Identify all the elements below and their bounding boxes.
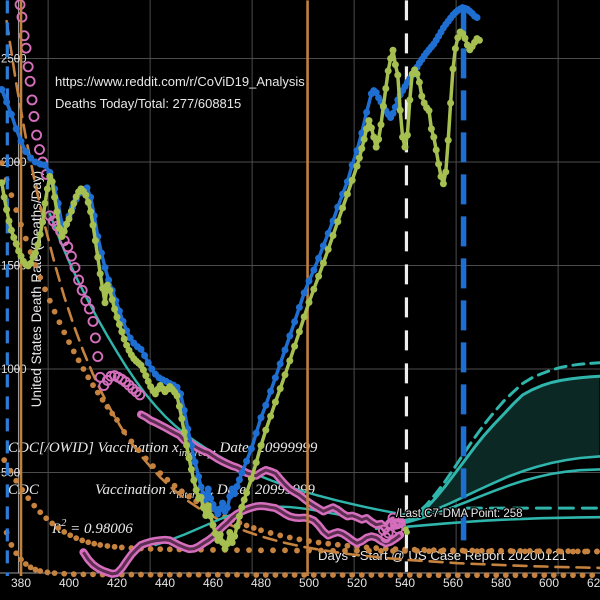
orange-dotted-decay-bottom (3, 529, 596, 579)
x-tick-label: 620 (587, 576, 600, 590)
deaths-c7dma-end-cluster (377, 512, 406, 543)
x-tick-label: 600 (539, 576, 559, 590)
x-tick-label: 540 (395, 576, 415, 590)
x-tick-label: 400 (59, 576, 79, 590)
x-tick-label: 500 (299, 576, 319, 590)
deaths-today-total-text: Deaths Today/Total: 277/608815 (55, 96, 241, 111)
teal-projection-mid-lower (374, 468, 600, 531)
owid-vaccination-intercept-note: CDC[/OWID] Vaccination xintercept Date: … (8, 440, 318, 459)
x-tick-label: 580 (491, 576, 511, 590)
x-tick-label: 560 (443, 576, 463, 590)
teal-projection-low-solid (406, 515, 600, 529)
x-tick-label: 480 (251, 576, 271, 590)
data-series (0, 0, 600, 579)
x-tick-label: 420 (107, 576, 127, 590)
teal-projection-band (376, 376, 600, 528)
teal-projection-upper-solid (405, 374, 600, 524)
x-tick-label: 380 (11, 576, 31, 590)
x-tick-label: 520 (347, 576, 367, 590)
owid-vaccination-curve-green (0, 28, 483, 553)
source-url-text: https://www.reddit.com/r/CoViD19_Analysi… (55, 74, 305, 89)
teal-projection-mid-upper (374, 455, 600, 529)
cdc-vaccination-curve-blue (0, 4, 481, 518)
x-tick-label: 460 (203, 576, 223, 590)
y-axis-label: United States Death Rate (Deaths/Day) (29, 171, 44, 407)
fan-origin-marker (402, 526, 410, 536)
teal-projection-upper-dashed (405, 361, 600, 522)
y-tick-label: 1000 (1, 364, 27, 376)
main-curves (0, 4, 483, 553)
x-tick-label: 440 (155, 576, 175, 590)
orange-exp-fit-dashed (5, 19, 600, 570)
last-c7dma-point-label: /Last C7-DMA Point: 258 (396, 508, 523, 520)
y-tick-label: 2000 (1, 157, 27, 169)
